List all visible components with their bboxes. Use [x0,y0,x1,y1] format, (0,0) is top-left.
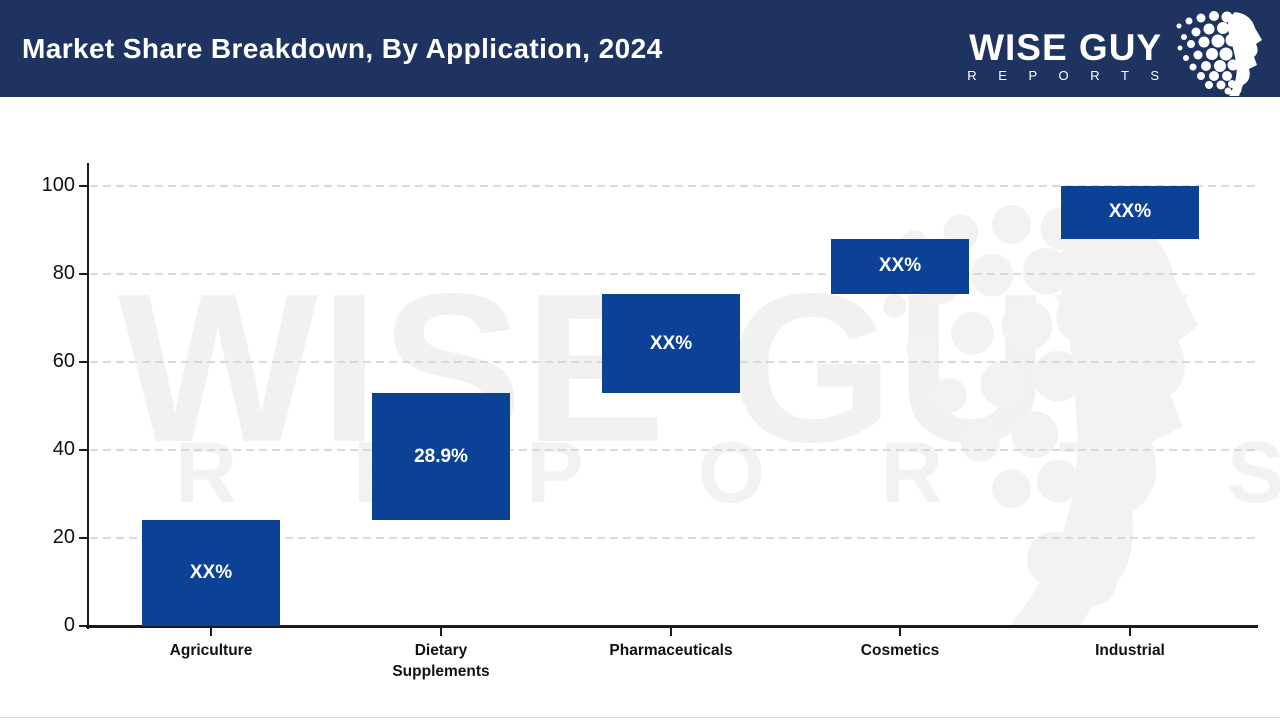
bar-value-label: XX% [1108,201,1152,223]
bar-value-label: 28.9% [414,445,468,467]
gridline-80 [90,273,1256,275]
y-tick-label-40: 40 [52,438,75,460]
x-axis-label-1: Dietary Supplements [392,642,490,680]
x-tick-mark-3 [899,628,901,636]
y-axis-line [87,163,89,629]
bar-value-label: XX% [189,562,233,584]
y-tick-label-20: 20 [52,526,75,548]
y-tick-label-0: 0 [63,614,75,636]
y-tick-mark-60 [79,361,87,363]
y-tick-label-80: 80 [52,262,75,284]
bottom-divider [0,717,1280,718]
bar-value-label: XX% [878,255,922,277]
brand-logo-text: WISE GUY R E P O R T S [963,29,1168,82]
bar-value-label: XX% [649,332,693,354]
x-tick-mark-4 [1129,628,1131,636]
x-axis-label-4: Industrial [1095,642,1165,659]
gridline-100 [90,185,1256,187]
y-tick-label-100: 100 [41,174,75,196]
brand-subname: R E P O R T S [967,68,1168,83]
bar-industrial: XX% [1061,186,1199,239]
y-tick-mark-100 [79,185,87,187]
y-tick-mark-0 [79,625,87,627]
x-axis-label-3: Cosmetics [860,642,940,659]
brand-name: WISE GUY [969,27,1163,68]
wise-guy-head-icon [1172,10,1264,101]
bar-cosmetics: XX% [831,238,969,294]
watermark-head-icon [852,200,1202,635]
x-tick-mark-0 [210,628,212,636]
y-tick-mark-80 [79,273,87,275]
gridline-40 [90,449,1256,451]
x-axis-line [86,625,1258,628]
brand-logo: WISE GUY R E P O R T S [963,10,1264,101]
y-tick-label-60: 60 [52,350,75,372]
y-tick-mark-20 [79,537,87,539]
x-tick-mark-2 [670,628,672,636]
y-tick-mark-40 [79,449,87,451]
gridline-20 [90,537,1256,539]
page-title: Market Share Breakdown, By Application, … [22,32,663,64]
x-axis-label-0: Agriculture [169,642,253,659]
bar-pharmaceuticals: XX% [602,293,740,394]
bar-agriculture: XX% [142,520,280,626]
bar-dietary-supplements: 28.9% [372,393,510,521]
header-band: Market Share Breakdown, By Application, … [0,0,1280,97]
x-tick-mark-1 [440,628,442,636]
x-axis-label-2: Pharmaceuticals [609,642,733,659]
